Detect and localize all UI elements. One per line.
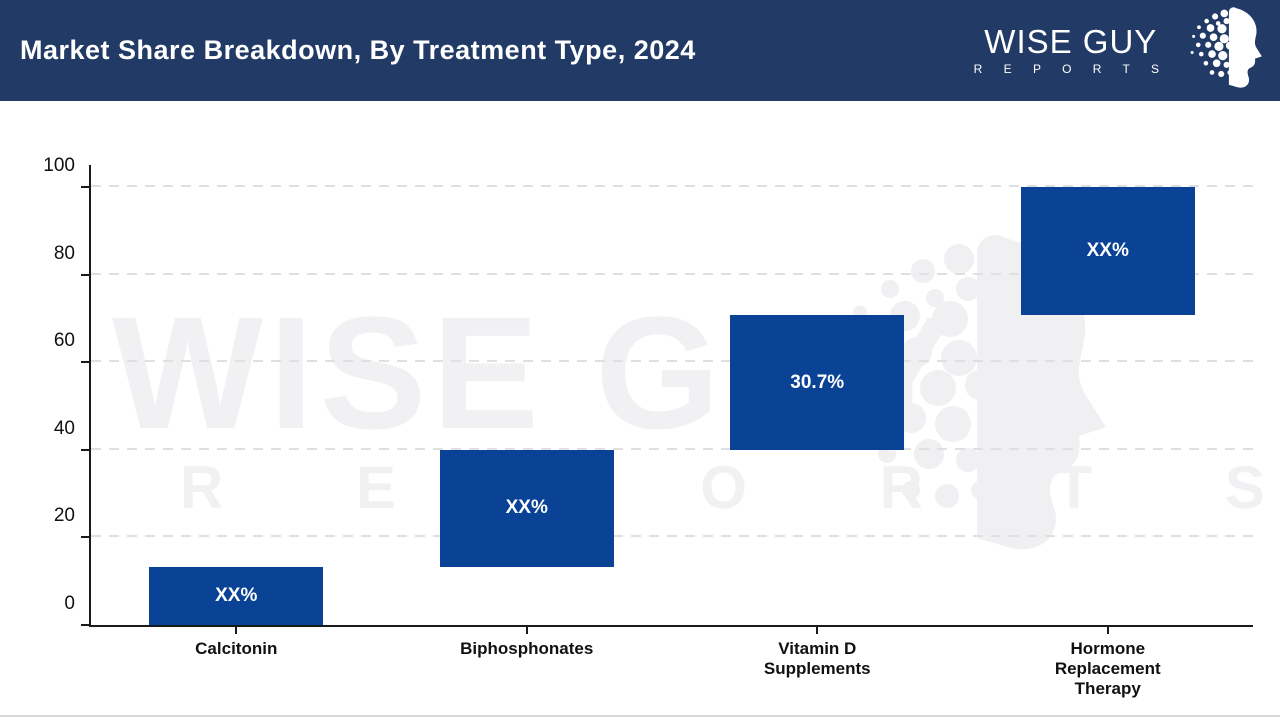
y-tick-mark [81,361,89,364]
bar-label: XX% [1086,240,1129,262]
x-tick-mark [235,627,238,634]
watermark-head-icon [827,235,1106,550]
bottom-divider [0,715,1280,717]
y-tick-label: 100 [43,154,75,176]
plot-area: 0 20 40 60 80 100 XX% Calcitonin XX% Biphosphonat… [43,155,1253,698]
bar-label: XX% [505,497,548,519]
watermark-subtext: R E P O R T S [180,454,1280,521]
bar: XX% [439,449,614,567]
x-tick-mark [816,627,819,634]
gridline [91,447,1253,450]
dotted-head-logo-icon [1190,6,1262,88]
y-tick-mark [81,185,89,188]
x-tick-mark [525,627,528,634]
brand-subtext: R E P O R T S [973,62,1168,76]
y-tick-label: 0 [64,593,75,614]
x-tick-mark [1106,627,1109,634]
x-category-label: Biphosphonates [460,639,594,658]
chart-area: WISE GUY R E P O R T S 0 20 40 60 80 100 XX% Ca… [0,101,1280,716]
x-category-label: Vitamin D Supplements [763,639,871,678]
y-tick-label: 20 [53,505,75,527]
bar: XX% [1020,186,1195,316]
gridline [91,360,1253,363]
y-tick-mark [81,624,89,626]
y-tick-mark [81,536,89,539]
y-tick-label: 40 [53,417,75,439]
gridline [91,272,1253,275]
brand-text: WISE GUY R E P O R T S [973,23,1168,77]
gridline [91,535,1253,538]
bar: XX% [149,566,324,625]
bar-label: XX% [215,584,258,606]
x-category-label: Calcitonin [195,639,278,658]
bar: 30.7% [730,315,905,450]
brand-wordmark: WISE GUY [984,23,1158,60]
bar-label: 30.7% [790,371,845,393]
x-category-label: Hormone Replacement Therapy [1054,639,1161,698]
y-tick-mark [81,273,89,276]
y-tick-mark [81,448,89,451]
y-tick-label: 80 [53,242,75,264]
page-title: Market Share Breakdown, By Treatment Typ… [20,35,696,65]
brand-logo: WISE GUY R E P O R T S [974,0,1272,101]
y-tick-label: 60 [53,330,75,352]
header-bar: Market Share Breakdown, By Treatment Typ… [0,0,1280,101]
gridline [91,184,1253,187]
